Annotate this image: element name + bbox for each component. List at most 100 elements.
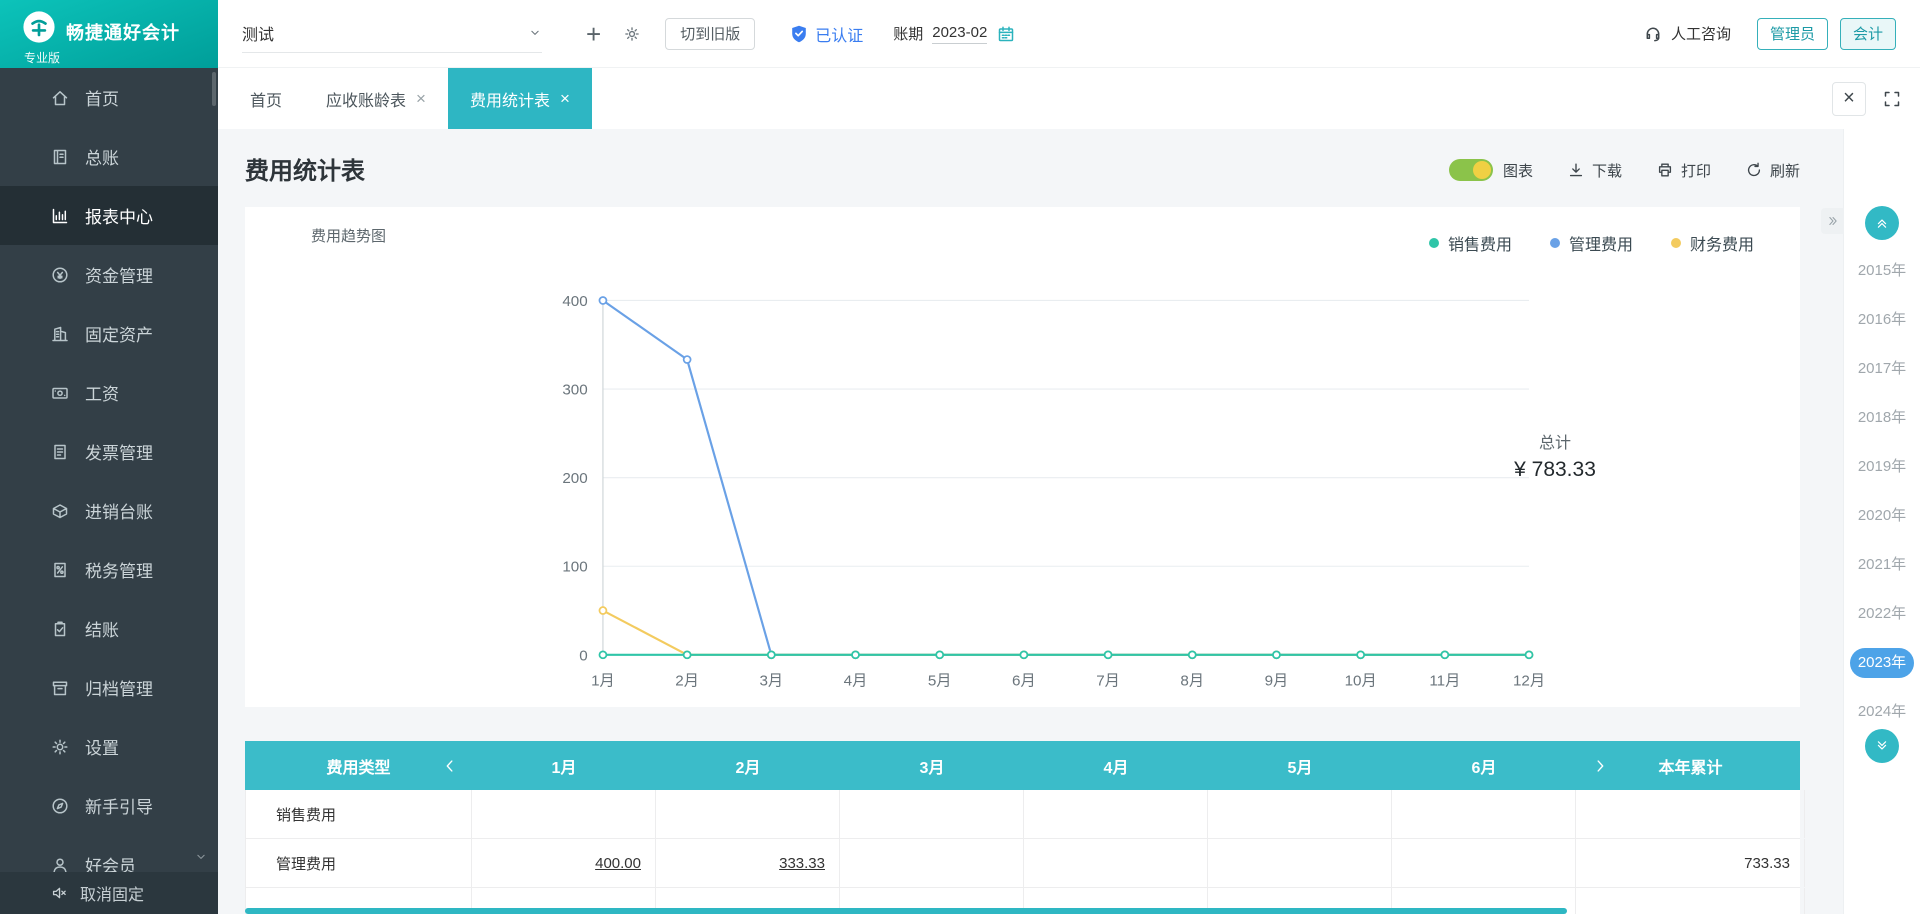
- scroll-years-down-button[interactable]: [1865, 729, 1899, 763]
- double-chevron-right-icon: [1826, 214, 1840, 228]
- tab-1[interactable]: 首页: [228, 68, 304, 129]
- year-item[interactable]: 2023年: [1850, 648, 1914, 678]
- expense-type-cell: 管理费用: [245, 839, 472, 887]
- next-months-icon[interactable]: [1591, 757, 1609, 775]
- scroll-years-up-button[interactable]: [1865, 206, 1899, 240]
- horizontal-scrollbar-thumb[interactable]: [245, 908, 1567, 914]
- add-account-set-button[interactable]: +: [586, 18, 602, 49]
- sidebar-scroll-down-icon[interactable]: [194, 850, 208, 864]
- page-controls: 图表 下载 打印 刷新: [1448, 159, 1800, 181]
- sidebar-menu: 首页 总账 报表中心资金管理固定资产 工资 发票管理 进销台账 税务管理结账归档管理 设置 新手…: [0, 68, 218, 872]
- svg-text:6月: 6月: [1012, 672, 1036, 689]
- table-header-cell: 5月: [1287, 759, 1313, 777]
- year-item[interactable]: 2019年: [1857, 458, 1907, 475]
- archive-icon: [50, 678, 70, 698]
- year-item[interactable]: 2021年: [1857, 556, 1907, 573]
- tab-2[interactable]: 应收账龄表 ×: [304, 68, 448, 129]
- value-cell: [1392, 839, 1576, 887]
- refresh-button[interactable]: 刷新: [1745, 160, 1800, 181]
- legend-item[interactable]: 销售费用: [1428, 231, 1512, 255]
- year-item[interactable]: 2022年: [1857, 605, 1907, 622]
- main-content: 费用统计表 图表 下载 打印 刷新 费用趋势图 销售费用 管理费用 财务费用 0 10…: [218, 129, 1843, 914]
- sidebar-scrollbar[interactable]: [212, 72, 216, 106]
- closing-icon: [50, 619, 70, 639]
- trend-line-chart: 0 100 200 300 400 1月 2月 3月 4月 5月 6月 7月 8月 9月 10月 11月 12月: [562, 293, 1545, 689]
- invoice-icon: [50, 442, 70, 462]
- sidebar-item-salary[interactable]: 工资: [0, 363, 218, 422]
- certified-label: 已认证: [815, 27, 864, 45]
- sidebar-item-asset[interactable]: 固定资产: [0, 304, 218, 363]
- legend-item[interactable]: 财务费用: [1670, 231, 1754, 255]
- year-item[interactable]: 2016年: [1857, 311, 1907, 328]
- value-link[interactable]: 400.00: [595, 854, 641, 872]
- company-select[interactable]: 测试: [242, 15, 542, 53]
- download-button[interactable]: 下载: [1567, 160, 1622, 181]
- sidebar-item-label: 资金管理: [85, 267, 153, 286]
- tab-label: 费用统计表: [469, 92, 550, 110]
- legend-item[interactable]: 管理费用: [1549, 231, 1633, 255]
- svg-text:2月: 2月: [675, 672, 699, 689]
- period-value[interactable]: 2023-02: [932, 24, 988, 44]
- sidebar-item-archive[interactable]: 归档管理: [0, 658, 218, 717]
- tab-actions: ×: [1832, 68, 1902, 129]
- fullscreen-icon[interactable]: [1882, 89, 1902, 109]
- legend-dot-icon: [1670, 238, 1681, 248]
- svg-text:200: 200: [562, 470, 587, 487]
- certified-badge[interactable]: 已认证: [789, 22, 863, 46]
- print-button[interactable]: 打印: [1656, 160, 1711, 181]
- unpin-label: 取消固定: [80, 887, 145, 904]
- tab-close-icon[interactable]: ×: [416, 89, 426, 108]
- svg-text:3月: 3月: [759, 672, 783, 689]
- ledger-icon: [50, 147, 70, 167]
- gear-icon[interactable]: [623, 25, 641, 43]
- expense-donut-chart: [1405, 305, 1843, 805]
- sidebar-item-label: 结账: [85, 621, 119, 640]
- sidebar-item-settings[interactable]: 设置: [0, 717, 218, 776]
- year-item[interactable]: 2024年: [1857, 703, 1907, 720]
- donut-total-label: 总计: [1538, 435, 1571, 452]
- topbar: 畅捷通好会计 专业版 测试 + 切到旧版 已认证 账期 2023-02 人工咨询…: [0, 0, 1920, 68]
- sidebar-item-guide[interactable]: 新手引导: [0, 776, 218, 835]
- sidebar-item-fund[interactable]: 资金管理: [0, 245, 218, 304]
- accountant-button[interactable]: 会计: [1839, 17, 1896, 50]
- table-row: 管理费用 400.00 333.33 733.33: [245, 839, 1805, 888]
- sidebar-item-closing[interactable]: 结账: [0, 599, 218, 658]
- year-item[interactable]: 2017年: [1857, 360, 1907, 377]
- year-item[interactable]: 2015年: [1857, 262, 1907, 279]
- tab-label: 应收账龄表: [326, 92, 407, 110]
- value-cell: [472, 888, 656, 914]
- year-item[interactable]: 2018年: [1857, 409, 1907, 426]
- table-header-cell: 6月: [1471, 759, 1497, 777]
- tab-close-icon[interactable]: ×: [559, 89, 570, 108]
- chart-view-toggle[interactable]: [1448, 159, 1493, 181]
- trend-chart-title: 费用趋势图: [311, 228, 387, 245]
- sidebar-item-inventory[interactable]: 进销台账: [0, 481, 218, 540]
- sidebar-item-invoice[interactable]: 发票管理: [0, 422, 218, 481]
- sidebar-item-ledger[interactable]: 总账: [0, 127, 218, 186]
- sidebar-item-tax[interactable]: 税务管理: [0, 540, 218, 599]
- prev-months-icon[interactable]: [441, 757, 459, 775]
- sidebar-item-report[interactable]: 报表中心: [0, 186, 218, 245]
- svg-text:0: 0: [579, 647, 587, 664]
- value-link[interactable]: 333.33: [779, 854, 825, 872]
- asset-icon: [50, 324, 70, 344]
- table-body: 销售费用 管理费用 400.00 333.33 733.33: [245, 790, 1805, 914]
- consult-label: 人工咨询: [1670, 26, 1731, 43]
- consult-button[interactable]: 人工咨询: [1643, 23, 1731, 44]
- download-label: 下载: [1591, 162, 1622, 180]
- close-all-tabs-button[interactable]: ×: [1832, 81, 1866, 116]
- settings-icon: [50, 737, 70, 757]
- donut-center-label: 总计 ¥ 783.33: [1480, 429, 1630, 482]
- admin-button[interactable]: 管理员: [1756, 17, 1828, 50]
- sidebar-item-member[interactable]: 好会员: [0, 835, 218, 872]
- unpin-sidebar-button[interactable]: 取消固定: [0, 872, 218, 914]
- switch-old-version-button[interactable]: 切到旧版: [665, 17, 756, 50]
- year-item[interactable]: 2020年: [1857, 507, 1907, 524]
- sidebar-item-home[interactable]: 首页: [0, 68, 218, 127]
- tab-3[interactable]: 费用统计表 ×: [447, 68, 592, 129]
- period-group: 账期 2023-02: [893, 23, 1016, 44]
- collapse-year-panel-button[interactable]: [1821, 208, 1844, 234]
- value-cell: 333.33: [656, 839, 840, 887]
- calendar-icon[interactable]: [996, 24, 1016, 44]
- value-cell: 400.00: [472, 839, 656, 887]
